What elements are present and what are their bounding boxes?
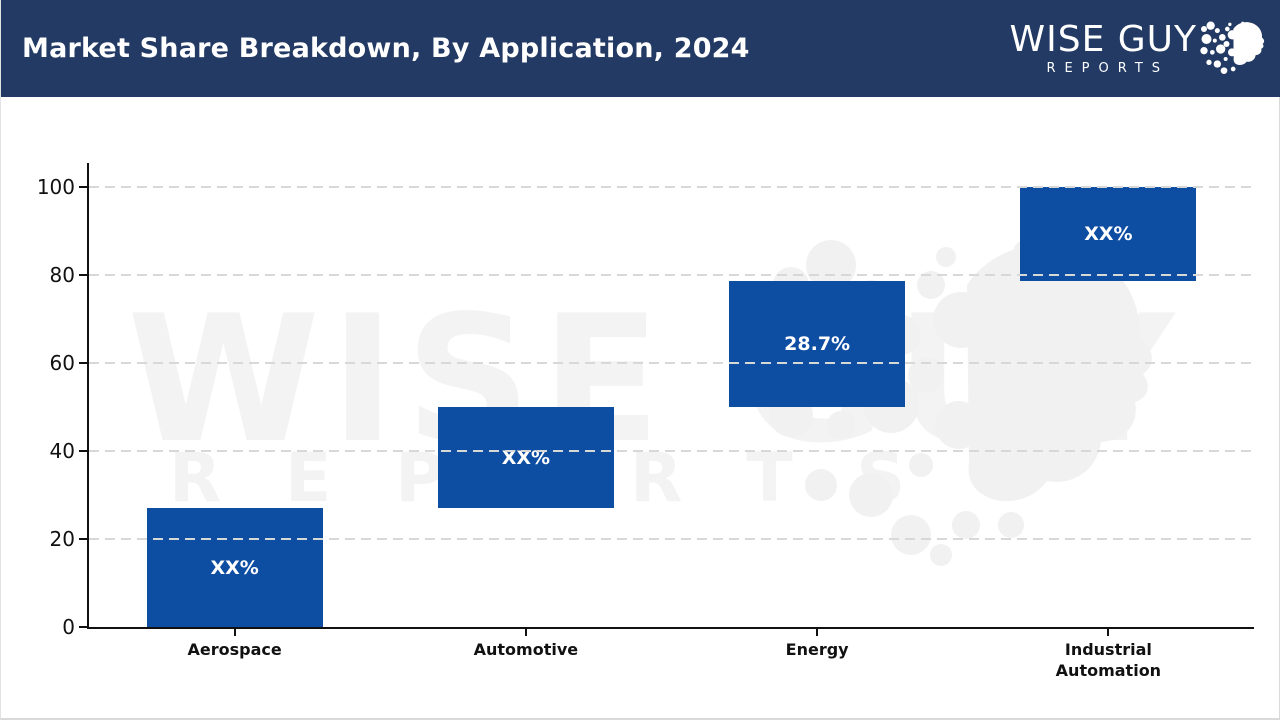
page-title: Market Share Breakdown, By Application, … — [22, 33, 750, 64]
gridline-80 — [89, 274, 1254, 276]
x-axis-label-aerospace: Aerospace — [187, 640, 282, 659]
x-axis-tick-4 — [1107, 629, 1110, 636]
bar-value-label: XX% — [1084, 222, 1133, 245]
y-axis-tick-60 — [79, 362, 88, 364]
x-axis-label-energy: Energy — [785, 640, 849, 659]
watermark-wordmark: WISE GUY — [127, 279, 1185, 482]
y-axis-tick-100 — [79, 186, 88, 188]
y-axis-label-60: 60 — [49, 351, 75, 375]
y-axis-label-40: 40 — [49, 439, 75, 463]
x-axis-label-automotive: Automotive — [473, 640, 579, 659]
bar-value-label: XX% — [501, 446, 551, 469]
bar-energy: 28.7% — [729, 280, 906, 407]
logo-text: WISE GUY REPORTS — [1009, 18, 1198, 76]
x-axis-label-industrial-automation: Industrial Automation — [1055, 640, 1162, 680]
gridline-40 — [89, 450, 1254, 452]
y-axis-label-0: 0 — [62, 615, 75, 639]
bar-value-label: 28.7% — [784, 332, 851, 355]
y-axis-label-80: 80 — [49, 263, 75, 287]
chart-canvas: WISE GUY R E P O R T S 020406080100XX%XX… — [1, 97, 1280, 718]
bar-industrial-automation: XX% — [1020, 187, 1197, 281]
gridline-100 — [89, 186, 1254, 188]
dotted-head-profile-icon — [1200, 21, 1265, 74]
x-axis-tick-3 — [816, 629, 819, 636]
logo-wordmark: WISE GUY — [1009, 18, 1197, 60]
gridline-20 — [89, 538, 1254, 540]
logo-subtitle: REPORTS — [1046, 60, 1170, 76]
x-axis-tick-1 — [233, 629, 236, 636]
y-axis-label-20: 20 — [49, 527, 75, 551]
bar-value-label: XX% — [210, 556, 259, 579]
bar-automotive: XX% — [437, 407, 614, 509]
y-axis-tick-40 — [79, 450, 88, 452]
y-axis-spine — [87, 163, 89, 629]
y-axis-tick-0 — [79, 626, 88, 628]
y-axis-tick-80 — [79, 274, 88, 276]
y-axis-label-100: 100 — [36, 175, 75, 199]
gridline-60 — [89, 362, 1254, 364]
y-axis-tick-20 — [79, 538, 88, 540]
wise-guy-reports-logo: WISE GUY REPORTS — [1010, 7, 1280, 91]
bar-aerospace: XX% — [146, 508, 323, 627]
x-axis-tick-2 — [524, 629, 527, 636]
header-banner: Market Share Breakdown, By Application, … — [1, 0, 1280, 97]
x-axis-spine — [87, 627, 1254, 629]
